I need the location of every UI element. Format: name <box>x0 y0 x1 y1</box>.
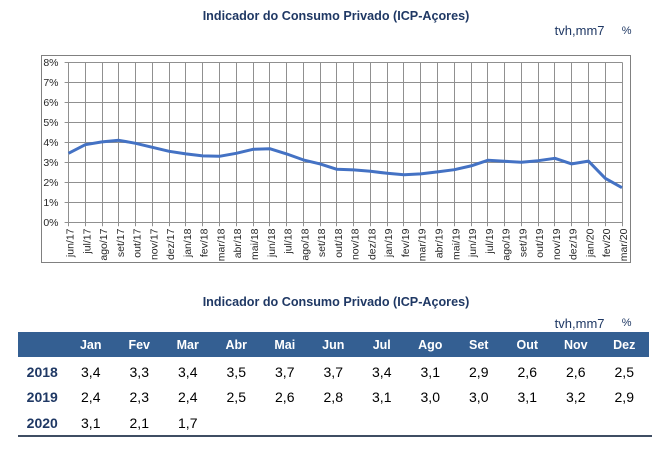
svg-text:fev/19: fev/19 <box>400 228 412 257</box>
svg-text:jul/18: jul/18 <box>283 228 295 254</box>
svg-text:6%: 6% <box>43 97 58 109</box>
svg-text:7%: 7% <box>43 77 58 89</box>
svg-text:fev/18: fev/18 <box>199 228 211 257</box>
svg-text:nov/18: nov/18 <box>350 228 362 260</box>
svg-text:set/18: set/18 <box>316 228 328 257</box>
svg-text:jun/19: jun/19 <box>467 228 479 258</box>
svg-text:4%: 4% <box>43 137 58 149</box>
svg-text:dez/19: dez/19 <box>568 228 580 260</box>
svg-text:1%: 1% <box>43 197 58 209</box>
svg-text:set/17: set/17 <box>115 228 127 257</box>
svg-text:mar/20: mar/20 <box>618 228 630 261</box>
svg-text:jun/17: jun/17 <box>65 228 77 258</box>
svg-text:jan/20: jan/20 <box>584 228 596 258</box>
svg-text:0%: 0% <box>43 217 58 229</box>
svg-text:dez/18: dez/18 <box>366 228 378 260</box>
svg-text:abr/19: abr/19 <box>434 228 446 258</box>
svg-text:mai/18: mai/18 <box>249 228 261 260</box>
svg-text:out/17: out/17 <box>132 228 144 257</box>
svg-text:2%: 2% <box>43 177 58 189</box>
svg-text:ago/18: ago/18 <box>299 228 311 260</box>
svg-text:ago/19: ago/19 <box>501 228 513 260</box>
svg-text:fev/20: fev/20 <box>601 228 613 257</box>
svg-text:abr/18: abr/18 <box>232 228 244 258</box>
svg-text:jan/18: jan/18 <box>182 228 194 258</box>
svg-text:jul/19: jul/19 <box>484 228 496 254</box>
svg-text:set/19: set/19 <box>517 228 529 257</box>
svg-text:out/18: out/18 <box>333 228 345 257</box>
svg-text:5%: 5% <box>43 117 58 129</box>
svg-text:mai/19: mai/19 <box>450 228 462 260</box>
svg-text:8%: 8% <box>43 57 58 69</box>
svg-text:jul/17: jul/17 <box>81 228 93 254</box>
svg-text:jan/19: jan/19 <box>383 228 395 258</box>
svg-text:3%: 3% <box>43 157 58 169</box>
svg-text:nov/17: nov/17 <box>148 228 160 260</box>
svg-text:dez/17: dez/17 <box>165 228 177 260</box>
svg-text:mar/19: mar/19 <box>417 228 429 261</box>
svg-text:nov/19: nov/19 <box>551 228 563 260</box>
svg-text:ago/17: ago/17 <box>98 228 110 260</box>
svg-text:out/19: out/19 <box>534 228 546 257</box>
svg-text:mar/18: mar/18 <box>215 228 227 261</box>
svg-text:jun/18: jun/18 <box>266 228 278 258</box>
